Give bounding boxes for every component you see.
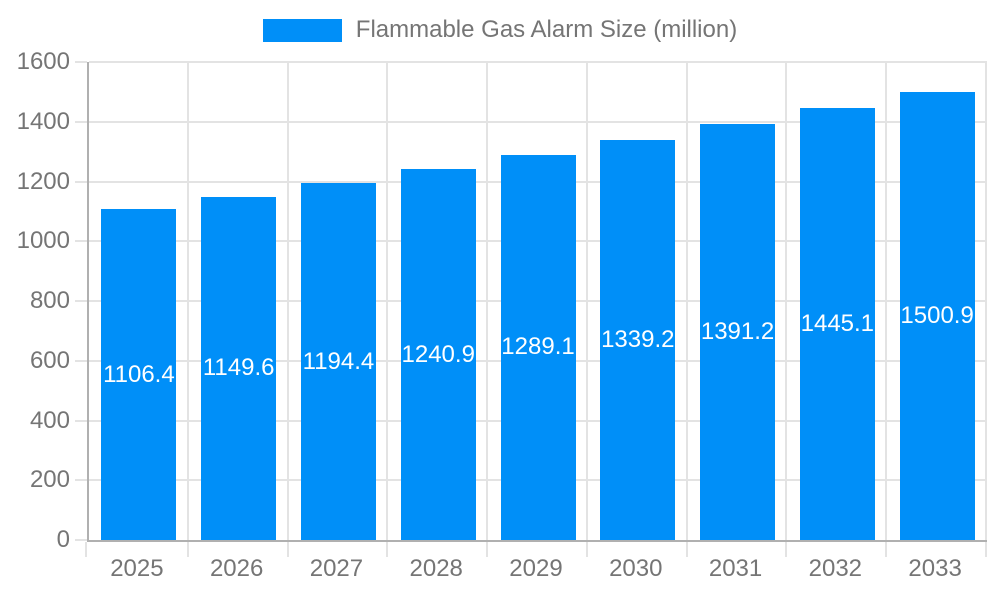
y-axis-tick [75, 359, 87, 362]
x-axis-tick-label: 2032 [808, 555, 863, 582]
bar-value-label: 1339.2 [601, 325, 675, 353]
y-axis-tick-label: 600 [29, 346, 70, 374]
gridline-vertical [685, 62, 688, 540]
x-axis-tick-label: 2030 [609, 555, 663, 582]
gridline-vertical [186, 62, 189, 540]
gridline-vertical [386, 62, 389, 540]
bar-value-label: 1106.4 [103, 360, 175, 388]
y-axis-tick [75, 300, 87, 302]
gridline-vertical [785, 62, 788, 540]
x-axis-tick [585, 542, 588, 557]
bar [400, 169, 476, 540]
y-axis-tick-label: 800 [29, 287, 70, 314]
y-axis-tick [75, 240, 87, 243]
x-axis-tick-label: 2029 [509, 555, 563, 582]
y-axis-tick [75, 419, 87, 422]
gridline-horizontal [89, 120, 987, 123]
y-axis-tick-label: 1600 [16, 48, 70, 75]
y-axis-tick-label: 200 [29, 466, 70, 494]
x-axis-tick [685, 542, 688, 557]
x-axis-tick [186, 542, 189, 557]
y-axis-tick [75, 120, 87, 123]
x-axis-tick-label: 2028 [409, 555, 463, 582]
y-axis-tick [75, 61, 87, 63]
y-axis-tick-label: 1200 [16, 167, 70, 195]
y-axis-tick [75, 479, 87, 482]
bar [500, 154, 576, 540]
y-axis-tick-label: 1000 [16, 227, 70, 255]
bar-value-label: 1500.9 [900, 301, 974, 329]
x-axis-tick-label: 2027 [309, 555, 364, 582]
x-axis-tick [386, 542, 389, 557]
bar [101, 209, 177, 540]
bar [799, 108, 875, 540]
bar [700, 124, 776, 540]
x-axis-tick [985, 542, 987, 557]
x-axis-tick-label: 2031 [708, 555, 763, 582]
gridline-vertical [286, 62, 289, 540]
bar-value-label: 1149.6 [202, 354, 275, 382]
x-axis-tick [885, 542, 888, 557]
bar [300, 183, 376, 540]
plot-area: 1106.4 1149.6 1194.4 1240.9 1289.1 1339.2 1391… [87, 61, 987, 542]
y-axis-tick [75, 180, 87, 183]
gridline-vertical [585, 62, 588, 540]
bar [899, 91, 975, 540]
bar-value-label: 1240.9 [401, 340, 475, 368]
legend[interactable]: Flammable Gas Alarm Size (million) [0, 16, 1000, 44]
x-axis-tick [785, 542, 788, 557]
x-axis-tick-label: 2026 [209, 555, 264, 582]
bar [201, 196, 277, 540]
legend-label: Flammable Gas Alarm Size (million) [355, 16, 738, 43]
x-axis-tick-label: 2025 [110, 555, 164, 582]
y-axis-tick-label: 0 [56, 526, 70, 553]
gridline-vertical [885, 62, 888, 540]
bar-value-label: 1391.2 [700, 318, 775, 346]
bar-value-label: 1194.4 [302, 347, 375, 375]
x-axis-tick-label: 2033 [908, 555, 962, 582]
x-axis-tick [286, 542, 289, 557]
x-axis-tick [486, 542, 489, 557]
bar [600, 139, 676, 540]
y-axis-tick [75, 539, 87, 541]
legend-marker [262, 18, 342, 42]
y-axis-tick-label: 400 [29, 406, 70, 434]
x-axis-tick [85, 542, 87, 557]
bar-value-label: 1445.1 [800, 310, 875, 338]
y-axis-tick-label: 1400 [16, 107, 70, 135]
gridline-vertical [985, 62, 987, 540]
bar-value-label: 1289.1 [501, 333, 575, 361]
gridline-vertical [486, 62, 489, 540]
gridline-horizontal [89, 61, 987, 63]
